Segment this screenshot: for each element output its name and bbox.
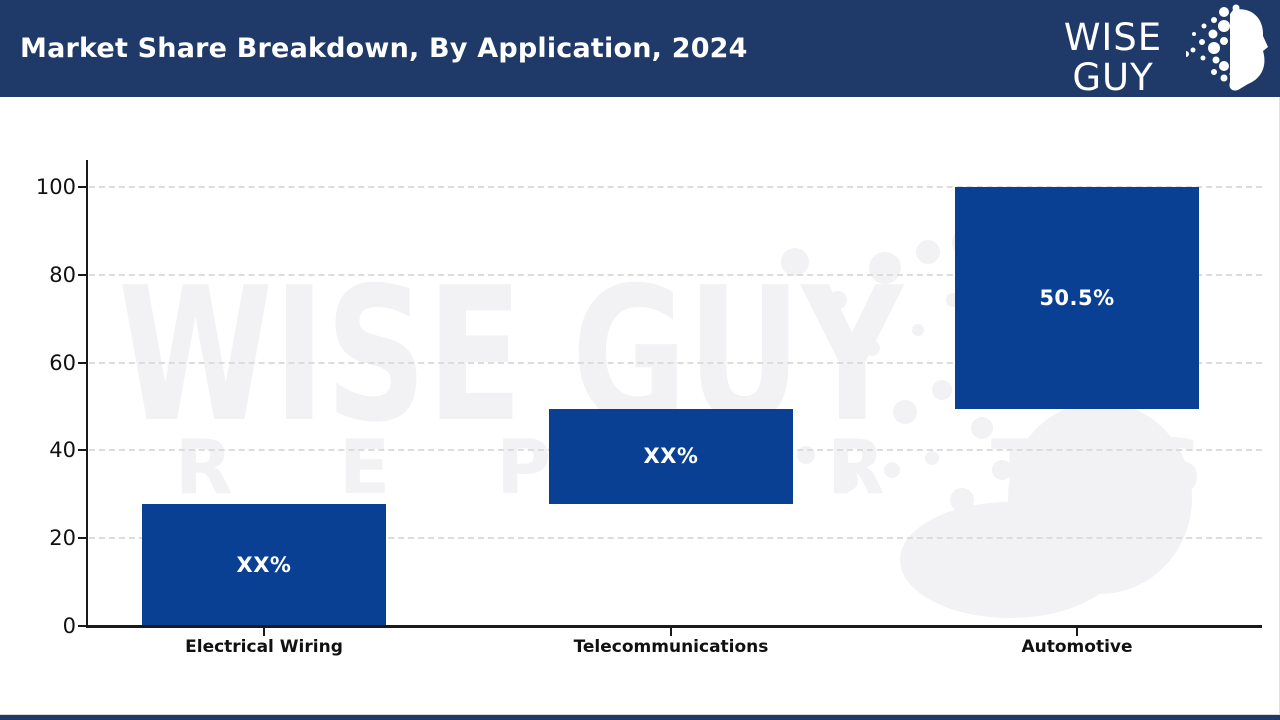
page-title: Market Share Breakdown, By Application, … [20, 33, 748, 64]
x-tick-mark [670, 628, 672, 636]
bar-value-label: XX% [236, 552, 292, 577]
y-tick-mark [78, 273, 86, 276]
bar: XX% [142, 503, 386, 626]
bar-value-label: XX% [643, 444, 699, 469]
y-tick-label: 40 [49, 438, 76, 463]
wiseguy-logo-text: WISE GUY R E P O R T S [1022, 16, 1204, 129]
x-axis-line [86, 625, 1262, 628]
gridline [89, 537, 1262, 540]
y-tick-mark [78, 361, 86, 364]
bar-value-label: 50.5% [1039, 285, 1115, 310]
x-tick-mark [1076, 628, 1078, 636]
category-label: Telecommunications [573, 637, 769, 657]
y-tick-mark [78, 537, 86, 540]
y-tick-label: 60 [49, 350, 76, 375]
y-tick-label: 80 [49, 262, 76, 287]
category-label: Electrical Wiring [185, 637, 343, 657]
footer-bar [0, 715, 1280, 720]
bar: XX% [549, 408, 793, 504]
y-tick-label: 20 [49, 526, 76, 551]
wiseguy-head-icon [1186, 4, 1268, 91]
chart-canvas: WISE GUY R E P O R T S XX%XX%50.5% [0, 97, 1280, 715]
category-label: Automotive [1021, 637, 1133, 657]
wiseguy-logo-subtitle: R E P O R T S [1038, 100, 1194, 128]
wiseguy-logo: WISE GUY R E P O R T S [1022, 0, 1272, 128]
gridline [89, 186, 1262, 188]
y-tick-mark [78, 625, 86, 627]
x-tick-mark [263, 628, 265, 636]
gridline [89, 273, 1262, 276]
header-bar: Market Share Breakdown, By Application, … [0, 0, 1280, 128]
y-tick-label: 100 [35, 175, 76, 199]
y-tick-mark [78, 186, 86, 188]
y-axis-line [86, 160, 88, 627]
y-tick-mark [78, 449, 86, 452]
y-tick-label: 0 [62, 614, 76, 638]
bar: 50.5% [955, 187, 1199, 409]
gridline [89, 361, 1262, 364]
footer-divider [0, 714, 1280, 715]
wiseguy-logo-wordmark: WISE GUY [1063, 16, 1163, 99]
